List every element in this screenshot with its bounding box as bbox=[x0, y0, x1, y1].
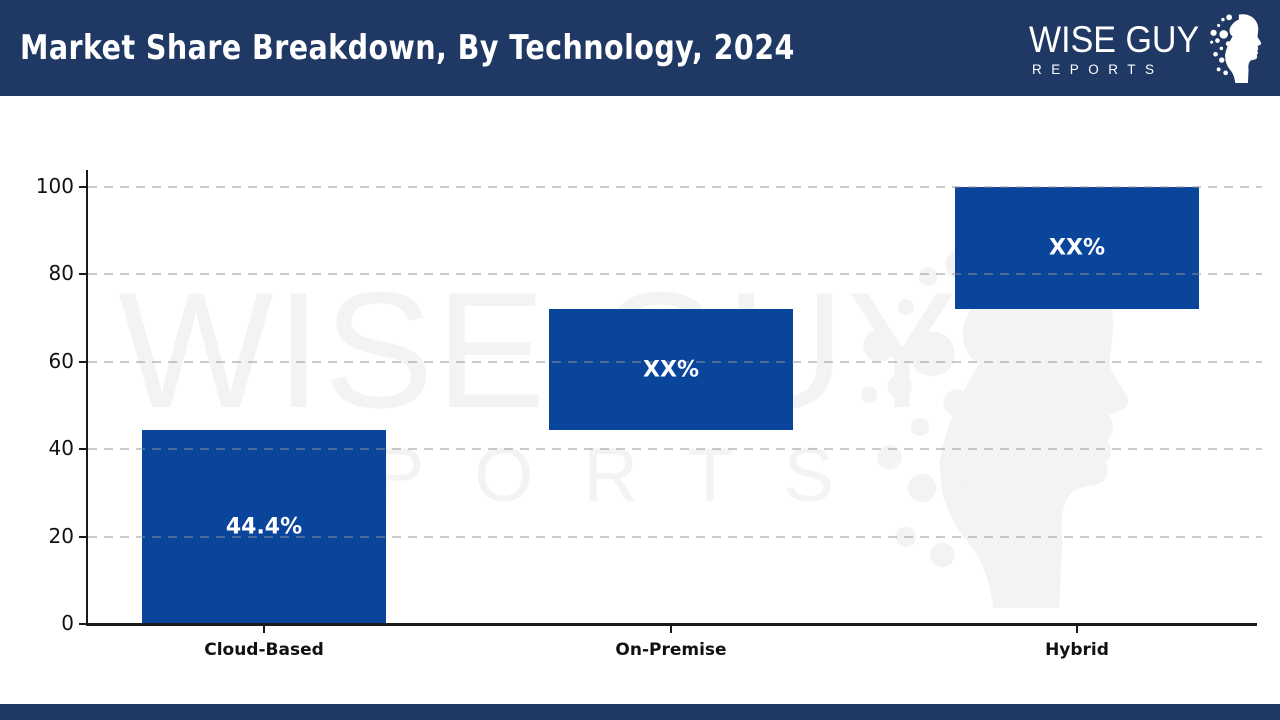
brand-name: WISE GUY bbox=[1028, 19, 1200, 60]
gridline-80 bbox=[88, 273, 1262, 276]
y-tick-0 bbox=[79, 623, 87, 625]
watermark-brand-text: WISE GUY bbox=[118, 258, 960, 442]
bar-on-premise bbox=[549, 309, 793, 430]
x-tick-1 bbox=[670, 625, 672, 633]
y-tick-40 bbox=[79, 448, 87, 451]
x-tick-2 bbox=[1076, 625, 1078, 633]
x-axis-line bbox=[86, 623, 1257, 626]
bar-value-label: XX% bbox=[643, 357, 699, 383]
y-tick-label-20: 20 bbox=[48, 523, 74, 548]
chart-title: Market Share Breakdown, By Technology, 2… bbox=[20, 28, 795, 68]
gridline-40 bbox=[88, 448, 1262, 451]
bar-value-label: XX% bbox=[1049, 235, 1105, 261]
y-tick-label-0: 0 bbox=[61, 611, 74, 635]
brand-logo: WISE GUY REPORTS bbox=[1029, 6, 1266, 90]
y-tick-60 bbox=[79, 360, 87, 363]
y-axis-line bbox=[86, 170, 88, 626]
gridline-20 bbox=[88, 535, 1262, 538]
bar-cloud-based bbox=[142, 429, 386, 624]
chart-area: WISE GUY REPORTS 0 20 40 60 80 100 44.4% Cloud-… bbox=[0, 96, 1280, 704]
gridline-100 bbox=[88, 186, 1262, 188]
brand-subname: REPORTS bbox=[1031, 62, 1164, 77]
y-tick-label-60: 60 bbox=[48, 348, 74, 373]
footer-bar bbox=[0, 704, 1280, 720]
header-bar: Market Share Breakdown, By Technology, 2… bbox=[0, 0, 1280, 96]
x-category-label: Cloud-Based bbox=[204, 640, 324, 660]
x-category-label: Hybrid bbox=[1045, 640, 1109, 660]
bar-value-label: 44.4% bbox=[225, 514, 303, 540]
dotted-face-icon bbox=[1210, 14, 1262, 83]
y-tick-label-80: 80 bbox=[48, 261, 74, 286]
y-tick-label-100: 100 bbox=[35, 174, 74, 198]
y-tick-100 bbox=[79, 186, 87, 188]
y-tick-20 bbox=[79, 535, 87, 538]
y-tick-80 bbox=[79, 273, 87, 276]
x-tick-0 bbox=[263, 625, 265, 633]
x-category-label: On-Premise bbox=[615, 640, 727, 660]
gridline-60 bbox=[88, 360, 1262, 363]
brand-logo-text: WISE GUY REPORTS bbox=[1029, 19, 1214, 77]
y-tick-label-40: 40 bbox=[48, 436, 74, 461]
